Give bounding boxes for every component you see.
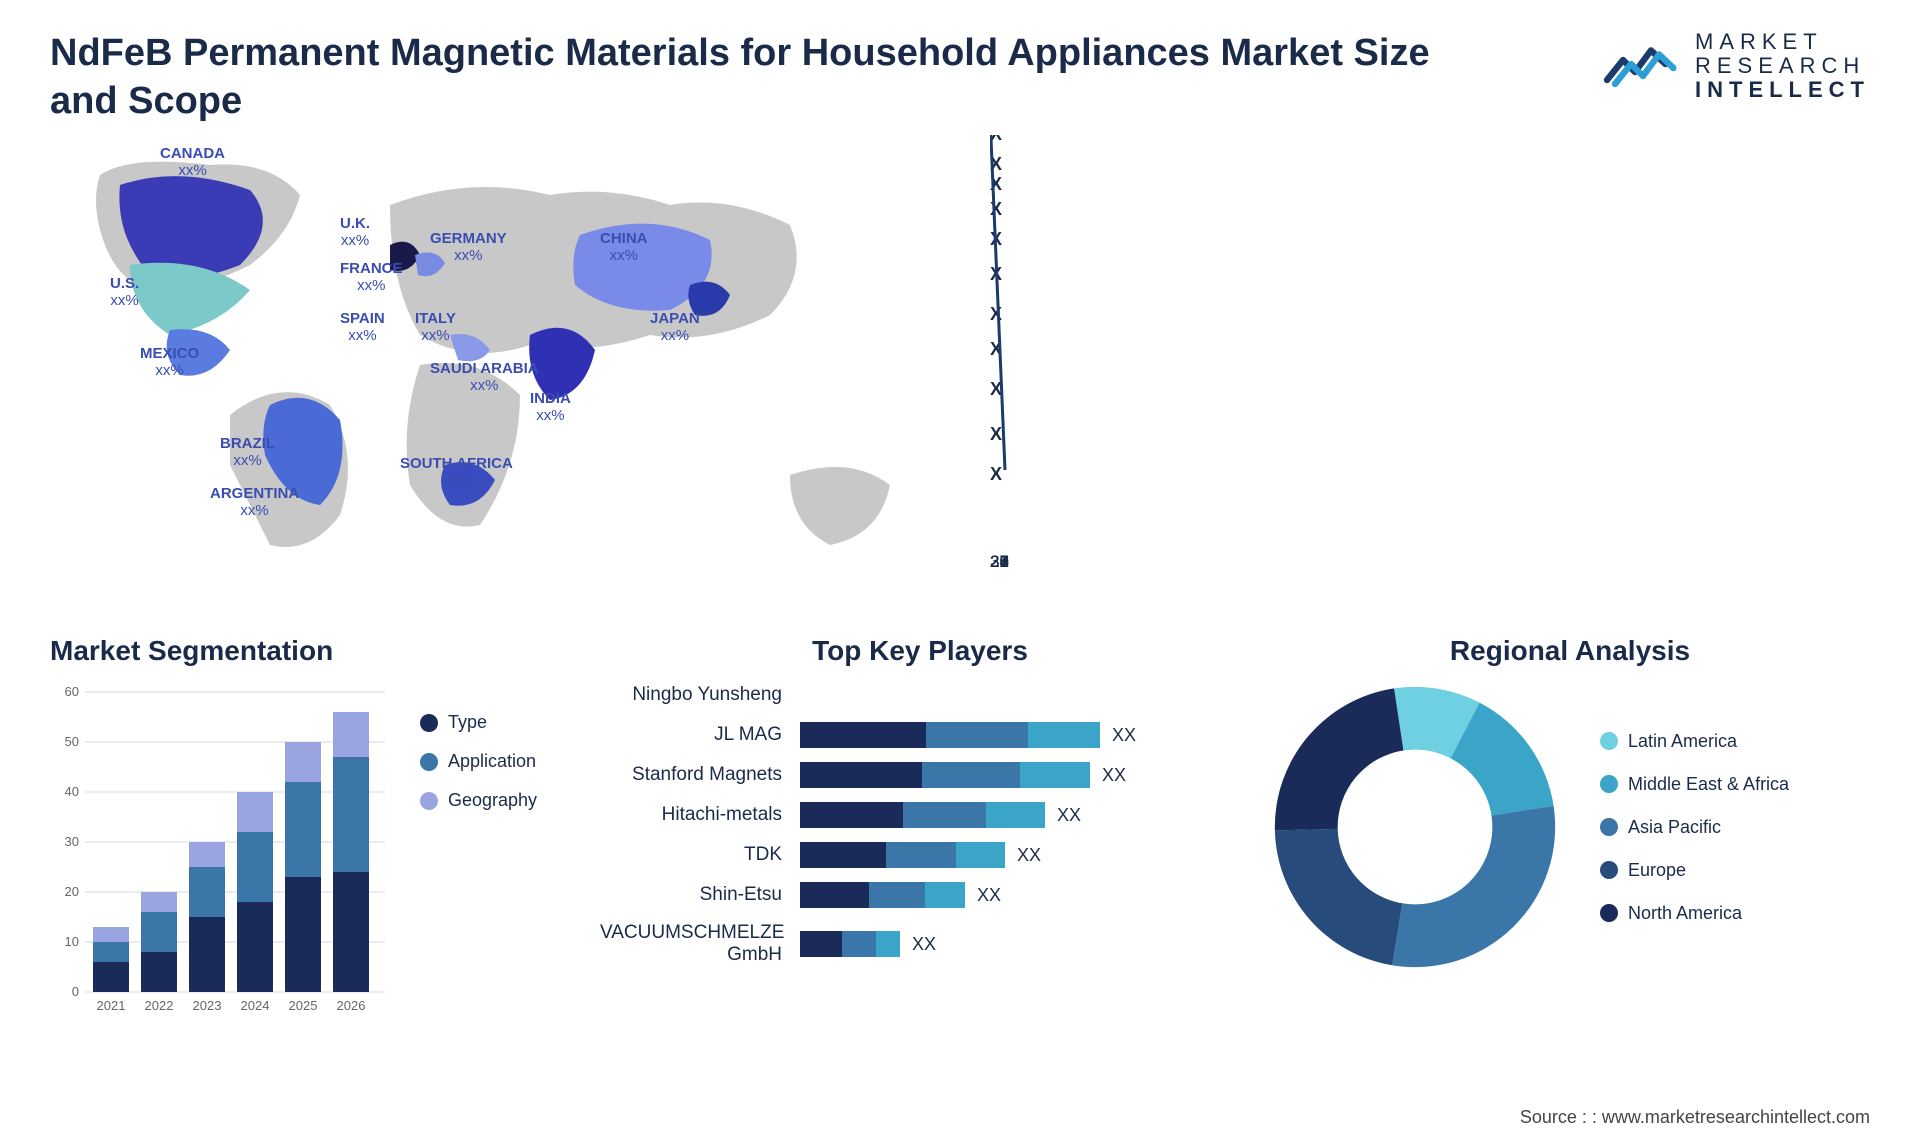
player-value: XX [1057, 805, 1081, 826]
legend-item: Latin America [1600, 731, 1789, 752]
player-value: XX [977, 885, 1001, 906]
svg-text:2021: 2021 [97, 998, 126, 1013]
logo-text: MARKET RESEARCH INTELLECT [1695, 30, 1870, 103]
svg-text:0: 0 [72, 984, 79, 999]
player-bar [800, 882, 965, 908]
logo-mark-icon [1603, 34, 1683, 99]
growth-chart: XX2021XX2022XX2023XX2024XX2025XX2026XX20… [990, 135, 1870, 605]
player-row: TDK XX [600, 842, 1240, 868]
players-panel: Top Key Players Ningbo YunshengJL MAGXXS… [600, 635, 1240, 1075]
segmentation-legend: Type Application Geography [420, 712, 537, 1042]
segmentation-title: Market Segmentation [50, 635, 570, 667]
svg-text:2024: 2024 [241, 998, 270, 1013]
player-bar [800, 802, 1045, 828]
legend-item: Asia Pacific [1600, 817, 1789, 838]
map-label: SPAINxx% [340, 310, 385, 345]
regional-title: Regional Analysis [1270, 635, 1870, 667]
svg-text:2025: 2025 [289, 998, 318, 1013]
player-value: XX [912, 934, 936, 955]
player-bar [800, 762, 1090, 788]
map-label: U.S.xx% [110, 275, 139, 310]
player-label: TDK [600, 844, 800, 866]
map-label: MEXICOxx% [140, 345, 199, 380]
brand-logo: MARKET RESEARCH INTELLECT [1603, 30, 1870, 103]
map-label: ARGENTINAxx% [210, 485, 299, 520]
legend-item: North America [1600, 903, 1789, 924]
svg-text:10: 10 [65, 934, 79, 949]
player-bar [800, 842, 1005, 868]
legend-item: Type [420, 712, 537, 733]
player-row: JL MAG XX [600, 722, 1240, 748]
map-label: SAUDI ARABIAxx% [430, 360, 539, 395]
player-row: Stanford Magnets XX [600, 762, 1240, 788]
svg-text:2022: 2022 [145, 998, 174, 1013]
legend-item: Geography [420, 790, 537, 811]
map-label: CHINAxx% [600, 230, 648, 265]
map-label: BRAZILxx% [220, 435, 275, 470]
map-label: FRANCExx% [340, 260, 403, 295]
segmentation-chart: 0 10 20 30 40 50 60 2021 2022 2023 2024 2025 2026 [50, 682, 390, 1042]
player-label: Stanford Magnets [600, 764, 800, 786]
map-label: JAPANxx% [650, 310, 700, 345]
svg-text:30: 30 [65, 834, 79, 849]
map-label: ITALYxx% [415, 310, 456, 345]
player-value: XX [1017, 845, 1041, 866]
legend-item: Application [420, 751, 537, 772]
regional-donut [1270, 682, 1560, 972]
map-label: CANADAxx% [160, 145, 225, 180]
player-label: Hitachi-metals [600, 804, 800, 826]
map-label: SOUTH AFRICAxx% [400, 455, 513, 490]
svg-text:2023: 2023 [193, 998, 222, 1013]
player-value: XX [1102, 765, 1126, 786]
player-label: Shin-Etsu [600, 884, 800, 906]
svg-text:40: 40 [65, 784, 79, 799]
players-chart: Ningbo Yunsheng JL MAG XX Stanford Magnets X… [600, 682, 1240, 966]
svg-text:2031: 2031 [990, 552, 1009, 571]
player-row: Shin-Etsu XX [600, 882, 1240, 908]
map-label: U.K.xx% [340, 215, 370, 250]
player-bar [800, 722, 1100, 748]
svg-text:XX: XX [990, 464, 1002, 484]
map-label: INDIAxx% [530, 390, 571, 425]
player-label: Ningbo Yunsheng [600, 684, 800, 706]
svg-text:XX: XX [990, 199, 1002, 219]
players-title: Top Key Players [600, 635, 1240, 667]
svg-text:60: 60 [65, 684, 79, 699]
player-label: VACUUMSCHMELZE GmbH [600, 922, 800, 966]
player-label: JL MAG [600, 724, 800, 746]
segmentation-panel: Market Segmentation 0 10 20 30 40 50 60 2021 202… [50, 635, 570, 1075]
player-value: XX [1112, 725, 1136, 746]
page-title: NdFeB Permanent Magnetic Materials for H… [50, 30, 1450, 125]
regional-panel: Regional Analysis Latin America Middle Ea… [1270, 635, 1870, 1075]
svg-text:2026: 2026 [337, 998, 366, 1013]
player-row: Hitachi-metals XX [600, 802, 1240, 828]
world-map: CANADAxx% U.S.xx% MEXICOxx% BRAZILxx% ARGENT… [50, 135, 950, 605]
svg-text:50: 50 [65, 734, 79, 749]
svg-text:20: 20 [65, 884, 79, 899]
player-row: VACUUMSCHMELZE GmbH XX [600, 922, 1240, 966]
player-row: Ningbo Yunsheng [600, 682, 1240, 708]
legend-item: Europe [1600, 860, 1789, 881]
legend-item: Middle East & Africa [1600, 774, 1789, 795]
map-label: GERMANYxx% [430, 230, 507, 265]
source-attribution: Source : : www.marketresearchintellect.c… [1520, 1107, 1870, 1128]
player-bar [800, 931, 900, 957]
regional-legend: Latin America Middle East & Africa Asia Pa… [1600, 731, 1789, 924]
svg-text:XX: XX [990, 424, 1002, 444]
svg-text:XX: XX [990, 304, 1002, 324]
